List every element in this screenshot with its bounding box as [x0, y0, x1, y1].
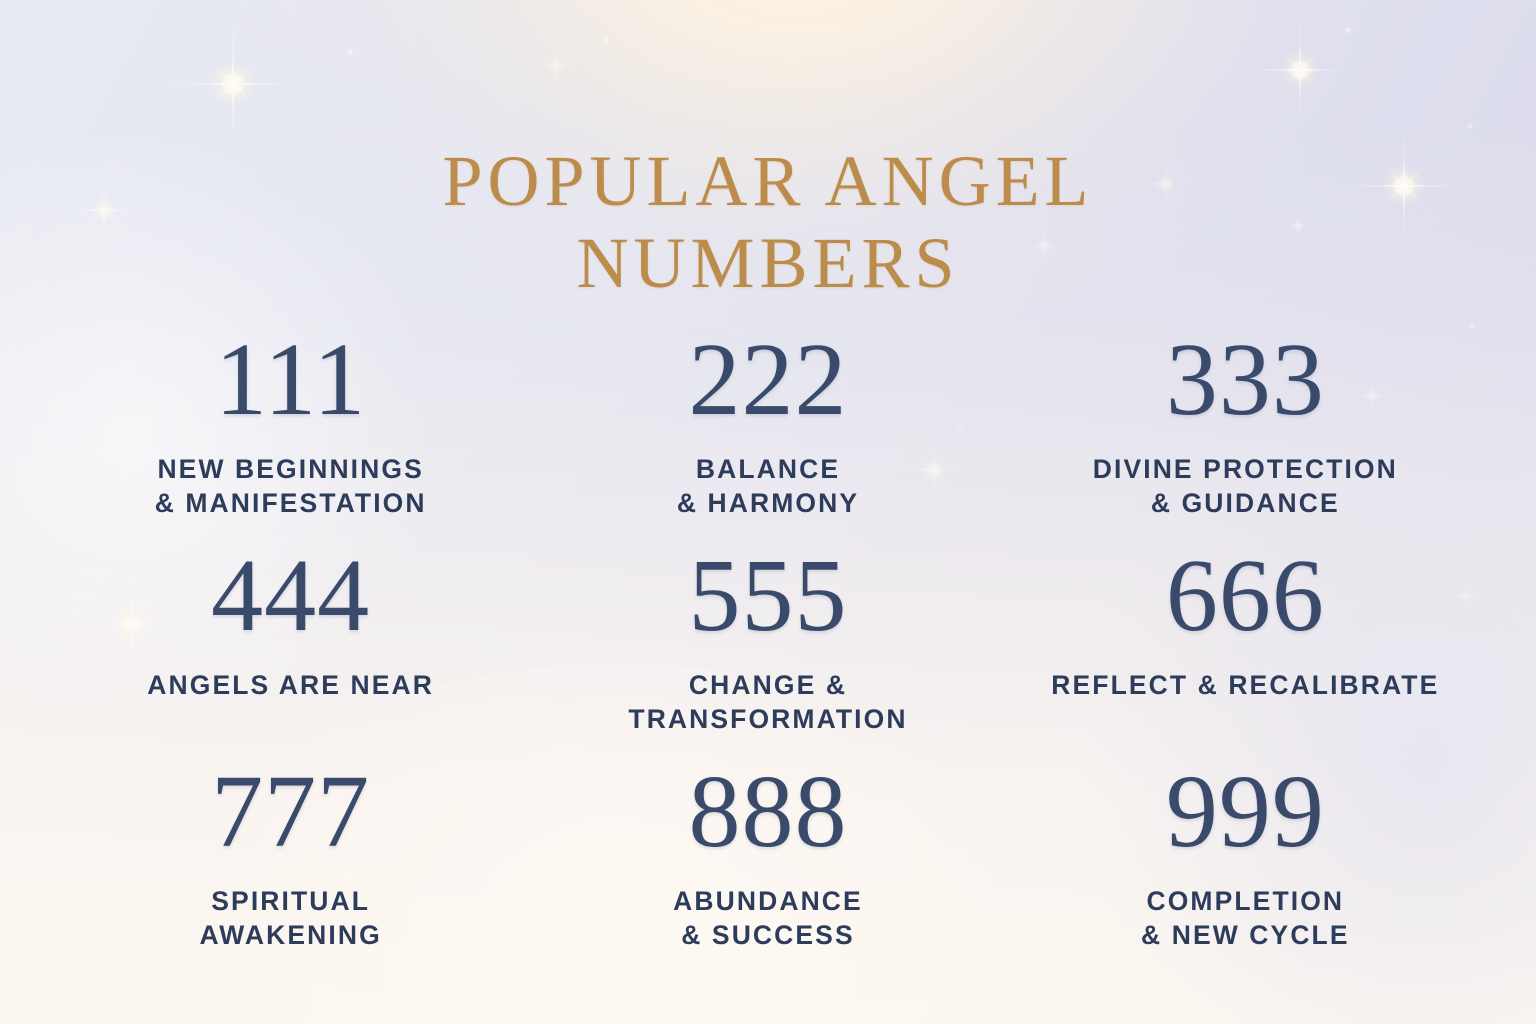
angel-number-value: 333	[1165, 322, 1325, 437]
angel-number-value: 888	[688, 754, 848, 869]
angel-number-value: 111	[215, 322, 367, 437]
angel-number-label: COMPLETION & NEW CYCLE	[1141, 886, 1350, 951]
angel-number-label: NEW BEGINNINGS & MANIFESTATION	[154, 454, 427, 519]
angel-number-label: ABUNDANCE & SUCCESS	[673, 886, 863, 951]
page-title-line-2: NUMBERS	[576, 223, 960, 304]
angel-number-label: SPIRITUAL AWAKENING	[199, 886, 382, 951]
angel-number-value: 666	[1165, 538, 1325, 653]
angel-number-label: REFLECT & RECALIBRATE	[1051, 670, 1440, 700]
angel-number-cell: 888 ABUNDANCE & SUCCESS	[529, 752, 1006, 968]
angel-number-value: 222	[688, 322, 848, 437]
angel-number-cell: 222 BALANCE & HARMONY	[529, 320, 1006, 536]
angel-number-cell: 444 ANGELS ARE NEAR	[52, 536, 529, 752]
angel-number-cell: 555 CHANGE & TRANSFORMATION	[529, 536, 1006, 752]
angel-number-value: 555	[688, 538, 848, 653]
angel-number-value: 777	[211, 754, 371, 869]
angel-number-value: 999	[1165, 754, 1325, 869]
angel-number-value: 444	[211, 538, 371, 653]
page-title-line-1: POPULAR ANGEL	[442, 141, 1094, 222]
angel-number-label: BALANCE & HARMONY	[676, 454, 860, 519]
angel-number-cell: 777 SPIRITUAL AWAKENING	[52, 752, 529, 968]
angel-number-cell: 999 COMPLETION & NEW CYCLE	[1007, 752, 1484, 968]
angel-number-cell: 111 NEW BEGINNINGS & MANIFESTATION	[52, 320, 529, 536]
angel-number-label: ANGELS ARE NEAR	[147, 670, 435, 700]
angel-number-cell: 333 DIVINE PROTECTION & GUIDANCE	[1007, 320, 1484, 536]
angel-number-label: DIVINE PROTECTION & GUIDANCE	[1092, 454, 1398, 519]
angel-number-label: CHANGE & TRANSFORMATION	[628, 670, 908, 735]
angel-number-grid: 111 NEW BEGINNINGS & MANIFESTATION 222 BALA…	[52, 320, 1484, 968]
page-title: POPULAR ANGEL NUMBERS	[0, 140, 1536, 304]
angel-number-cell: 666 REFLECT & RECALIBRATE	[1007, 536, 1484, 752]
